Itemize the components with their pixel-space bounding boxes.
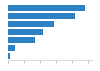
Bar — [8, 13, 75, 19]
Bar — [8, 21, 54, 27]
Bar — [8, 5, 85, 11]
Bar — [8, 37, 35, 43]
Bar — [8, 45, 15, 51]
Bar — [8, 29, 43, 35]
Bar — [8, 53, 10, 59]
